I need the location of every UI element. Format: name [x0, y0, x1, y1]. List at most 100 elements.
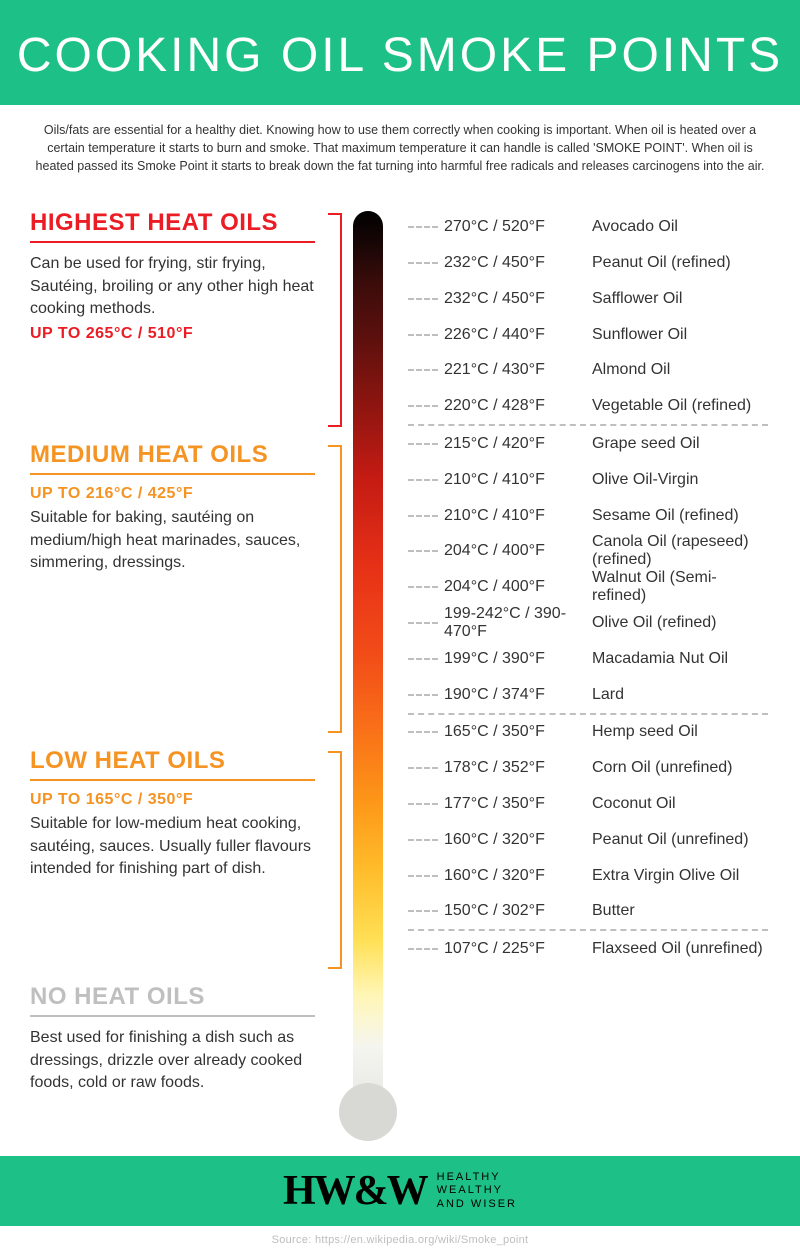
tick-mark — [408, 262, 438, 264]
section-highest-rule — [30, 241, 315, 243]
bracket-highest — [328, 213, 342, 427]
logo-mark: HW&W — [283, 1167, 427, 1215]
oil-row: 220°C / 428°FVegetable Oil (refined) — [408, 388, 770, 424]
tick-mark — [408, 910, 438, 912]
tick-mark — [408, 334, 438, 336]
intro-text: Oils/fats are essential for a healthy di… — [0, 105, 800, 193]
tick-mark — [408, 622, 438, 624]
oil-name: Macadamia Nut Oil — [592, 650, 770, 668]
oil-row: 177°C / 350°FCoconut Oil — [408, 786, 770, 822]
oil-name: Avocado Oil — [592, 218, 770, 236]
thermometer-tube — [353, 211, 383, 1101]
oil-row: 204°C / 400°FWalnut Oil (Semi-refined) — [408, 569, 770, 605]
oil-temp: 210°C / 410°F — [444, 471, 592, 489]
bracket-low — [328, 751, 342, 969]
oil-name: Walnut Oil (Semi-refined) — [592, 569, 770, 605]
oil-temp: 232°C / 450°F — [444, 254, 592, 272]
oil-temp: 204°C / 400°F — [444, 578, 592, 596]
section-low-body: Suitable for low-medium heat cooking, sa… — [30, 813, 315, 880]
tick-mark — [408, 767, 438, 769]
oil-name: Vegetable Oil (refined) — [592, 397, 770, 415]
oil-name: Peanut Oil (refined) — [592, 254, 770, 272]
oil-row: 204°C / 400°FCanola Oil (rapeseed) (refi… — [408, 534, 770, 570]
oil-row: 199-242°C / 390-470°FOlive Oil (refined) — [408, 605, 770, 641]
oil-row: 165°C / 350°FHemp seed Oil — [408, 715, 770, 751]
section-medium-heading: MEDIUM HEAT OILS — [30, 441, 315, 469]
oil-temp: 232°C / 450°F — [444, 290, 592, 308]
tick-mark — [408, 298, 438, 300]
oil-row: 190°C / 374°FLard — [408, 677, 770, 713]
oil-name: Coconut Oil — [592, 795, 770, 813]
section-medium-body: Suitable for baking, sautéing on medium/… — [30, 507, 315, 574]
section-low-rule — [30, 779, 315, 781]
oil-temp: 160°C / 320°F — [444, 831, 592, 849]
oil-name: Canola Oil (rapeseed) (refined) — [592, 533, 770, 569]
oil-row: 232°C / 450°FSafflower Oil — [408, 281, 770, 317]
section-medium-temp: UP TO 216°C / 425°F — [30, 485, 315, 503]
oil-temp: 150°C / 302°F — [444, 902, 592, 920]
section-medium-rule — [30, 473, 315, 475]
oil-row: 226°C / 440°FSunflower Oil — [408, 317, 770, 353]
logo-line3: AND WISER — [437, 1198, 517, 1210]
section-highest-heading: HIGHEST HEAT OILS — [30, 209, 315, 237]
oil-name: Hemp seed Oil — [592, 723, 770, 741]
oil-list: 270°C / 520°FAvocado Oil232°C / 450°FPea… — [408, 209, 770, 967]
bracket-medium — [328, 445, 342, 733]
oil-temp: 221°C / 430°F — [444, 361, 592, 379]
oil-name: Lard — [592, 686, 770, 704]
thermometer-icon — [345, 211, 391, 1141]
tick-mark — [408, 731, 438, 733]
oil-row: 150°C / 302°FButter — [408, 894, 770, 930]
oil-temp: 177°C / 350°F — [444, 795, 592, 813]
logo-line1: HEALTHY — [437, 1171, 501, 1183]
oil-name: Olive Oil (refined) — [592, 614, 770, 632]
oil-row: 232°C / 450°FPeanut Oil (refined) — [408, 245, 770, 281]
oil-temp: 270°C / 520°F — [444, 218, 592, 236]
oil-row: 160°C / 320°FPeanut Oil (unrefined) — [408, 822, 770, 858]
tick-mark — [408, 694, 438, 696]
section-none: NO HEAT OILS Best used for finishing a d… — [30, 983, 315, 1094]
oil-row: 199°C / 390°FMacadamia Nut Oil — [408, 641, 770, 677]
tick-mark — [408, 226, 438, 228]
oil-temp: 178°C / 352°F — [444, 759, 592, 777]
section-highest-temp: UP TO 265°C / 510°F — [30, 325, 315, 343]
oil-temp: 210°C / 410°F — [444, 507, 592, 525]
oil-name: Peanut Oil (unrefined) — [592, 831, 770, 849]
tick-mark — [408, 515, 438, 517]
footer-bar: HW&W HEALTHY WEALTHY AND WISER — [0, 1156, 800, 1226]
logo-text: HEALTHY WEALTHY AND WISER — [437, 1171, 517, 1211]
oil-temp: 220°C / 428°F — [444, 397, 592, 415]
logo-line2: WEALTHY — [437, 1184, 503, 1196]
oil-name: Flaxseed Oil (unrefined) — [592, 940, 770, 958]
oil-temp: 199-242°C / 390-470°F — [444, 605, 592, 641]
tick-mark — [408, 443, 438, 445]
section-none-body: Best used for finishing a dish such as d… — [30, 1027, 315, 1094]
oil-name: Grape seed Oil — [592, 435, 770, 453]
oil-row: 215°C / 420°FGrape seed Oil — [408, 426, 770, 462]
oil-row: 160°C / 320°FExtra Virgin Olive Oil — [408, 858, 770, 894]
tick-mark — [408, 839, 438, 841]
oil-name: Corn Oil (unrefined) — [592, 759, 770, 777]
section-highest-body: Can be used for frying, stir frying, Sau… — [30, 253, 315, 320]
section-low-temp: UP TO 165°C / 350°F — [30, 791, 315, 809]
tick-mark — [408, 658, 438, 660]
tick-mark — [408, 948, 438, 950]
thermometer-bulb — [339, 1083, 397, 1141]
tick-mark — [408, 875, 438, 877]
tick-mark — [408, 369, 438, 371]
tick-mark — [408, 405, 438, 407]
oil-row: 221°C / 430°FAlmond Oil — [408, 353, 770, 389]
oil-temp: 190°C / 374°F — [444, 686, 592, 704]
section-medium: MEDIUM HEAT OILS UP TO 216°C / 425°F Sui… — [30, 441, 315, 574]
oil-row: 210°C / 410°FSesame Oil (refined) — [408, 498, 770, 534]
tick-mark — [408, 479, 438, 481]
oil-name: Sesame Oil (refined) — [592, 507, 770, 525]
oil-row: 178°C / 352°FCorn Oil (unrefined) — [408, 750, 770, 786]
tick-mark — [408, 803, 438, 805]
oil-temp: 199°C / 390°F — [444, 650, 592, 668]
header-bar: COOKING OIL SMOKE POINTS — [0, 0, 800, 105]
oil-name: Butter — [592, 902, 770, 920]
oil-temp: 226°C / 440°F — [444, 326, 592, 344]
oil-temp: 160°C / 320°F — [444, 867, 592, 885]
oil-temp: 215°C / 420°F — [444, 435, 592, 453]
